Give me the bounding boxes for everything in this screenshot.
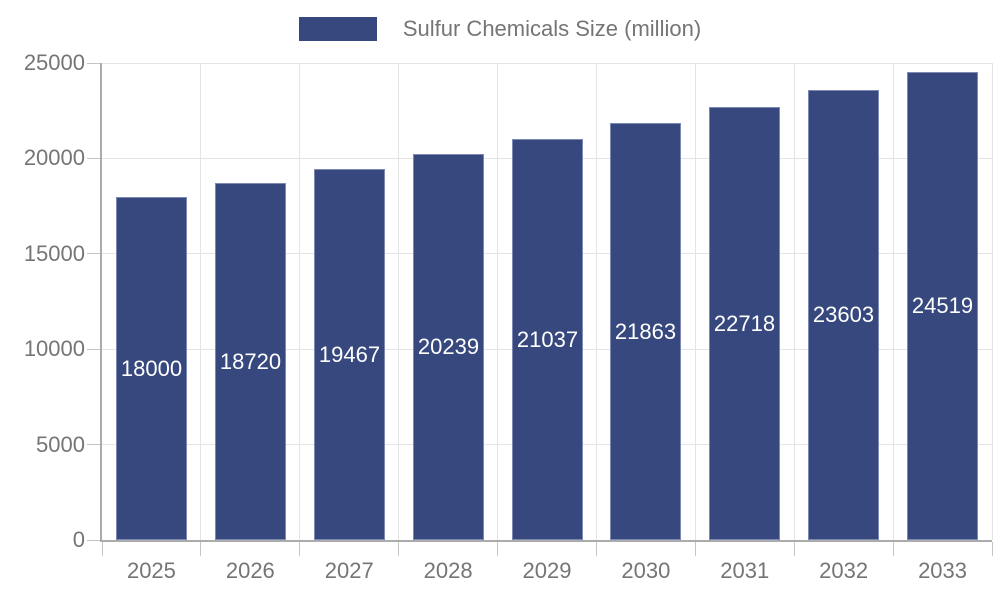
gridline-vertical	[398, 63, 400, 540]
gridline-vertical	[200, 63, 202, 540]
bar: 21037	[512, 139, 583, 540]
x-axis-tick	[497, 542, 499, 556]
x-axis-label: 2029	[522, 558, 572, 583]
x-axis-tick	[694, 542, 696, 556]
gridline-vertical	[793, 63, 795, 540]
y-axis-tick	[87, 444, 100, 446]
bar: 24519	[907, 72, 978, 540]
bar: 23603	[808, 90, 879, 540]
bar-value-label: 19467	[318, 341, 381, 367]
bar: 20239	[413, 154, 484, 540]
bar: 18000	[116, 197, 187, 540]
x-axis-label: 2030	[621, 558, 671, 583]
legend-label: Sulfur Chemicals Size (million)	[402, 16, 702, 41]
x-axis-label: 2025	[126, 558, 176, 583]
x-axis-tick	[200, 542, 202, 556]
bar-value-label: 18720	[219, 348, 282, 374]
x-axis-label: 2028	[423, 558, 473, 583]
bar-value-label: 24519	[911, 293, 974, 318]
y-axis-tick	[87, 62, 100, 64]
plot-area: 0 5000 10000 15000 20000 25000 18000 2025 18720 2…	[24, 51, 993, 583]
x-axis-tick	[892, 542, 894, 556]
gridline-horizontal	[102, 62, 992, 64]
legend-swatch	[298, 17, 377, 41]
y-axis-label: 0	[72, 527, 85, 552]
bar: 19467	[314, 169, 385, 540]
x-axis-line	[100, 540, 992, 542]
bar-value-label: 18000	[120, 355, 183, 381]
y-axis-tick	[87, 253, 100, 255]
y-axis-label: 15000	[23, 240, 85, 266]
bar-value-label: 20239	[417, 334, 480, 359]
x-axis-label: 2026	[225, 558, 275, 583]
y-axis-label: 25000	[23, 50, 85, 75]
bar-value-label: 22718	[713, 310, 776, 336]
x-axis-tick	[299, 542, 301, 556]
y-axis-tick	[87, 348, 100, 350]
x-axis-label: 2027	[324, 558, 374, 583]
y-axis-tick	[87, 539, 100, 541]
y-axis-line	[100, 63, 102, 542]
gridline-vertical	[497, 63, 499, 540]
bar-value-label: 21037	[516, 326, 579, 352]
x-axis-tick	[595, 542, 597, 556]
y-axis-tick	[87, 157, 100, 159]
x-axis-label: 2031	[720, 558, 770, 583]
gridline-vertical	[694, 63, 696, 540]
gridline-vertical	[595, 63, 597, 540]
y-axis-label: 10000	[23, 336, 85, 362]
bar-value-label: 23603	[812, 302, 875, 327]
x-axis-tick	[398, 542, 400, 556]
x-axis-label: 2032	[819, 558, 869, 583]
bar: 21863	[610, 123, 681, 540]
bar: 22718	[709, 107, 780, 540]
x-axis-tick	[793, 542, 795, 556]
gridline-vertical	[991, 63, 993, 540]
x-axis-tick	[101, 542, 103, 556]
x-axis-label: 2033	[918, 558, 968, 583]
bar-value-label: 21863	[614, 318, 677, 344]
legend-item[interactable]: Sulfur Chemicals Size (million)	[298, 16, 702, 42]
legend: Sulfur Chemicals Size (million)	[0, 16, 1000, 42]
bar: 18720	[215, 183, 286, 540]
y-axis-label: 20000	[23, 145, 85, 171]
gridline-vertical	[892, 63, 894, 540]
x-axis-tick	[991, 542, 993, 556]
gridline-vertical	[299, 63, 301, 540]
y-axis-label: 5000	[36, 431, 85, 457]
